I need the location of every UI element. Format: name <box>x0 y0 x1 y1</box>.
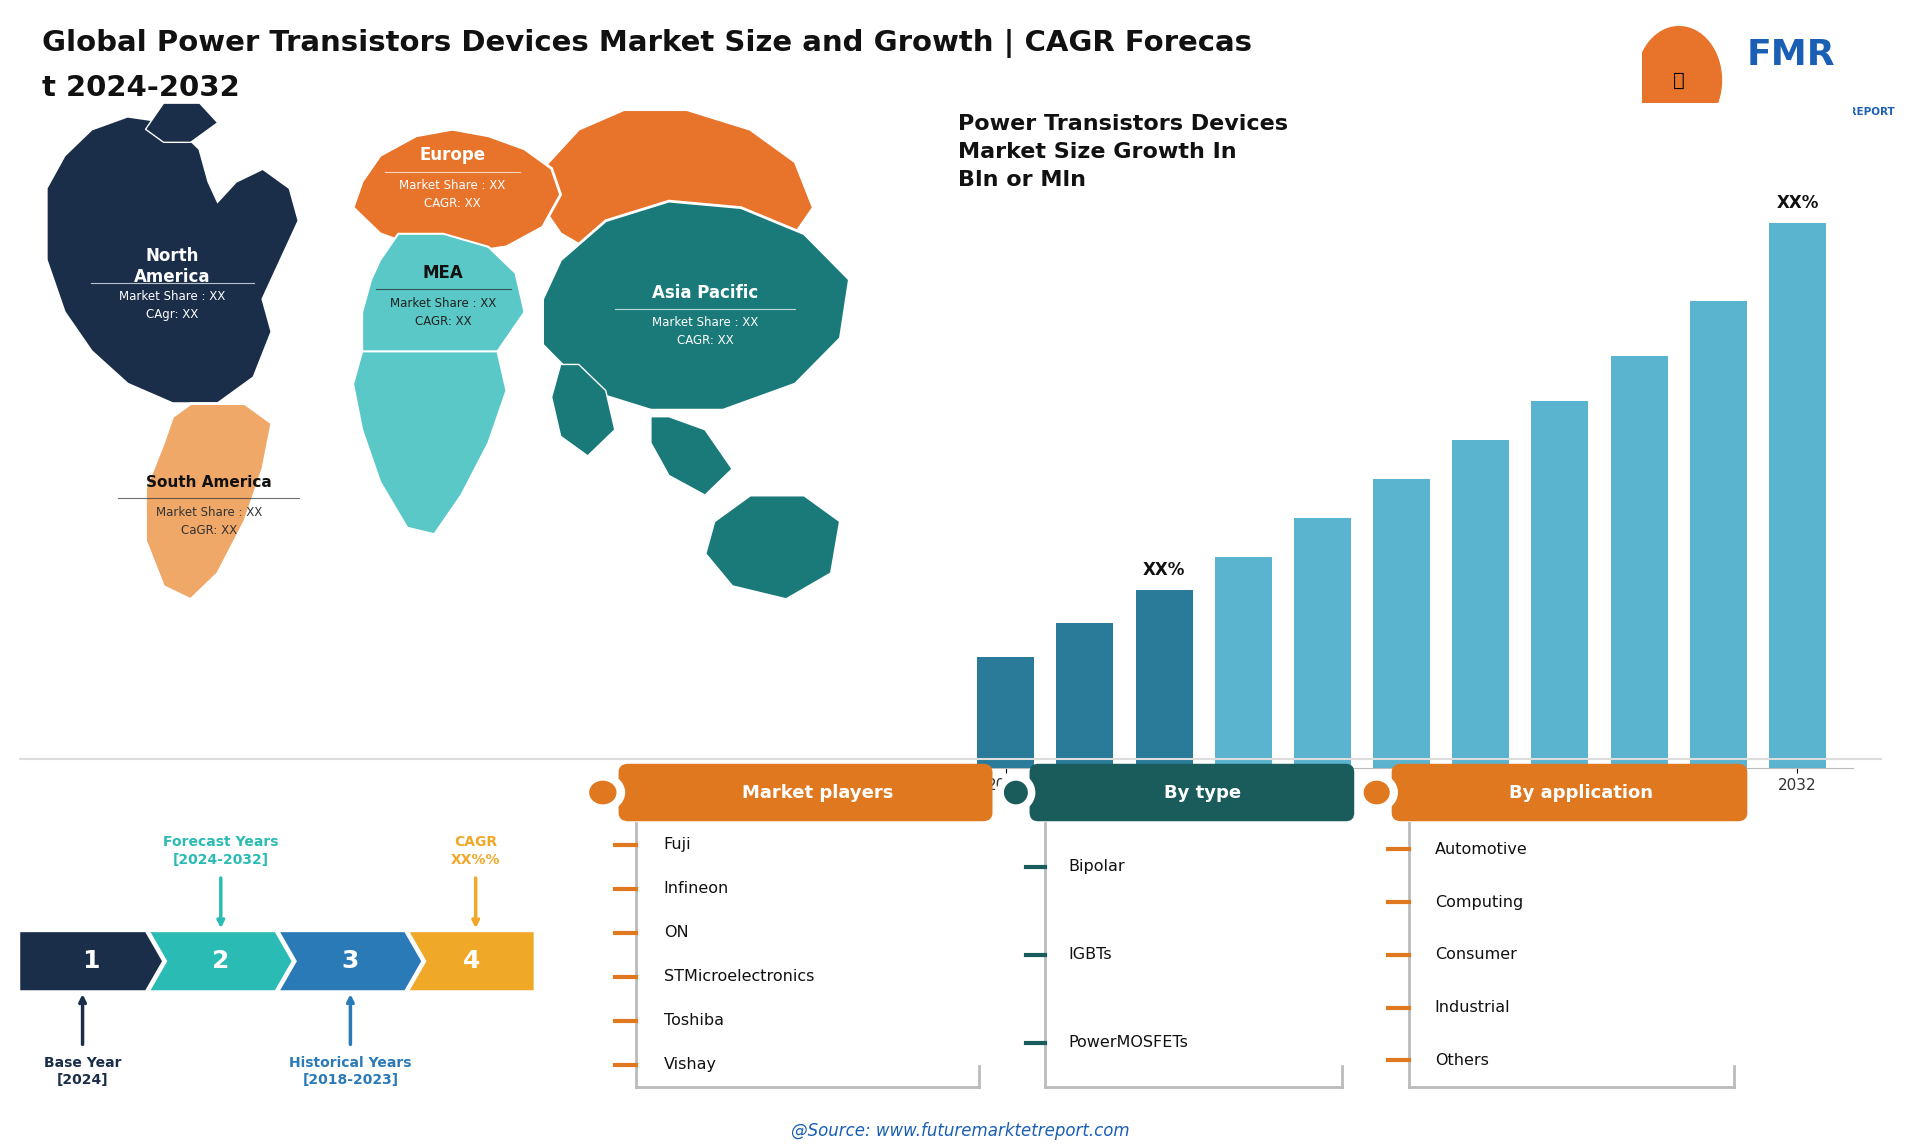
Circle shape <box>996 774 1035 811</box>
Bar <box>1215 557 1271 768</box>
Text: STMicroelectronics: STMicroelectronics <box>664 970 814 984</box>
Text: 1: 1 <box>83 949 100 973</box>
Text: North
America: North America <box>134 248 211 285</box>
Text: South America: South America <box>146 474 271 489</box>
Circle shape <box>1636 26 1722 134</box>
Text: Asia Pacific: Asia Pacific <box>653 283 758 301</box>
Text: Market Share : XX
CAgr: XX: Market Share : XX CAgr: XX <box>119 290 227 321</box>
Text: XX%: XX% <box>1142 560 1185 579</box>
Polygon shape <box>543 110 814 273</box>
Polygon shape <box>146 103 217 142</box>
Polygon shape <box>705 495 841 599</box>
Bar <box>1056 623 1114 768</box>
Text: Infineon: Infineon <box>664 881 730 896</box>
Text: Others: Others <box>1434 1053 1488 1068</box>
Text: Fuji: Fuji <box>664 838 691 853</box>
FancyBboxPatch shape <box>1029 763 1354 822</box>
Text: By type: By type <box>1164 784 1240 801</box>
Text: Industrial: Industrial <box>1434 1000 1511 1015</box>
Polygon shape <box>363 234 524 371</box>
Text: Market Share : XX
CaGR: XX: Market Share : XX CaGR: XX <box>156 505 261 536</box>
Polygon shape <box>278 931 422 991</box>
Bar <box>1611 356 1668 768</box>
Text: 🔭: 🔭 <box>1672 71 1686 89</box>
Text: Europe: Europe <box>419 147 486 164</box>
Text: ON: ON <box>664 925 689 941</box>
Text: Vishay: Vishay <box>664 1057 716 1073</box>
FancyBboxPatch shape <box>1392 763 1747 822</box>
Polygon shape <box>146 403 273 599</box>
Text: Market Share : XX
CAGR: XX: Market Share : XX CAGR: XX <box>390 297 497 328</box>
Bar <box>1690 301 1747 768</box>
Polygon shape <box>407 931 534 991</box>
Text: Base Year
[2024]: Base Year [2024] <box>44 1055 121 1088</box>
Circle shape <box>589 782 616 803</box>
Text: Forecast Years
[2024-2032]: Forecast Years [2024-2032] <box>163 835 278 866</box>
Bar <box>1294 518 1352 768</box>
Polygon shape <box>353 352 507 534</box>
Text: FUTURE MARKET REPORT: FUTURE MARKET REPORT <box>1747 107 1895 117</box>
Text: CAGR
XX%%: CAGR XX%% <box>451 835 501 866</box>
Text: @Source: www.futuremarktetreport.com: @Source: www.futuremarktetreport.com <box>791 1122 1129 1140</box>
Text: 3: 3 <box>342 949 359 973</box>
Bar <box>1373 479 1430 768</box>
Bar <box>1532 401 1588 768</box>
Polygon shape <box>46 116 300 403</box>
Polygon shape <box>543 202 849 410</box>
Circle shape <box>582 774 624 811</box>
Text: Market Share : XX
CAGR: XX: Market Share : XX CAGR: XX <box>653 316 758 347</box>
Circle shape <box>1004 782 1027 803</box>
Text: FMR: FMR <box>1747 38 1836 72</box>
Bar <box>1452 440 1509 768</box>
Text: Global Power Transistors Devices Market Size and Growth | CAGR Forecas: Global Power Transistors Devices Market … <box>42 29 1252 57</box>
Text: Market players: Market players <box>741 784 893 801</box>
Text: IGBTs: IGBTs <box>1069 948 1112 963</box>
Text: Consumer: Consumer <box>1434 948 1517 963</box>
Text: Market Share : XX
CAGR: XX: Market Share : XX CAGR: XX <box>399 179 505 210</box>
Text: Bipolar: Bipolar <box>1069 860 1125 874</box>
Text: Power Transistors Devices
Market Size Growth In
Bln or Mln: Power Transistors Devices Market Size Gr… <box>958 115 1288 190</box>
Polygon shape <box>148 931 292 991</box>
Polygon shape <box>551 364 614 456</box>
Polygon shape <box>651 417 732 495</box>
Text: 2: 2 <box>211 949 230 973</box>
Polygon shape <box>19 931 163 991</box>
FancyBboxPatch shape <box>618 763 993 822</box>
Bar <box>1768 223 1826 768</box>
Text: XX%: XX% <box>1776 194 1818 212</box>
Bar <box>1135 590 1192 768</box>
Circle shape <box>1365 782 1388 803</box>
Text: By application: By application <box>1509 784 1653 801</box>
Text: 4: 4 <box>463 949 480 973</box>
Text: Automotive: Automotive <box>1434 842 1528 857</box>
Text: t 2024-2032: t 2024-2032 <box>42 74 240 102</box>
Text: MEA: MEA <box>422 264 465 282</box>
Bar <box>977 657 1035 768</box>
Text: Historical Years
[2018-2023]: Historical Years [2018-2023] <box>290 1055 411 1088</box>
Circle shape <box>1356 774 1398 811</box>
Text: Computing: Computing <box>1434 895 1523 910</box>
Text: PowerMOSFETs: PowerMOSFETs <box>1069 1035 1188 1050</box>
Text: Toshiba: Toshiba <box>664 1013 724 1028</box>
Polygon shape <box>353 129 561 253</box>
